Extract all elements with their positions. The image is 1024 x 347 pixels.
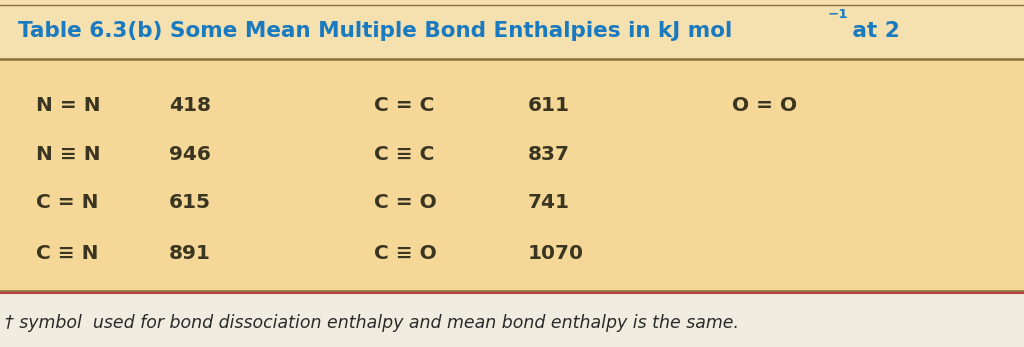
Text: C ≡ C: C ≡ C [374,145,434,164]
Text: 418: 418 [169,96,211,115]
Text: −1: −1 [827,8,848,21]
Text: C = C: C = C [374,96,434,115]
Text: 615: 615 [169,194,211,212]
Text: at 2: at 2 [845,21,899,41]
Text: C = N: C = N [36,194,98,212]
Text: 891: 891 [169,244,211,263]
Text: † symbol  used for bond dissociation enthalpy and mean bond enthalpy is the same: † symbol used for bond dissociation enth… [5,314,739,332]
Bar [0,291,1024,347]
Text: C ≡ O: C ≡ O [374,244,436,263]
Text: 741: 741 [527,194,569,212]
Text: N ≡ N: N ≡ N [36,145,100,164]
Text: Table 6.3(b) Some Mean Multiple Bond Enthalpies in kJ mol: Table 6.3(b) Some Mean Multiple Bond Ent… [18,21,733,41]
Text: C ≡ N: C ≡ N [36,244,98,263]
Bar [0,0,1024,59]
Text: 1070: 1070 [527,244,584,263]
Bar [0,59,1024,291]
Text: C = O: C = O [374,194,436,212]
Text: 837: 837 [527,145,569,164]
Text: N = N: N = N [36,96,100,115]
Text: 946: 946 [169,145,211,164]
Text: 611: 611 [527,96,569,115]
Text: O = O: O = O [732,96,798,115]
